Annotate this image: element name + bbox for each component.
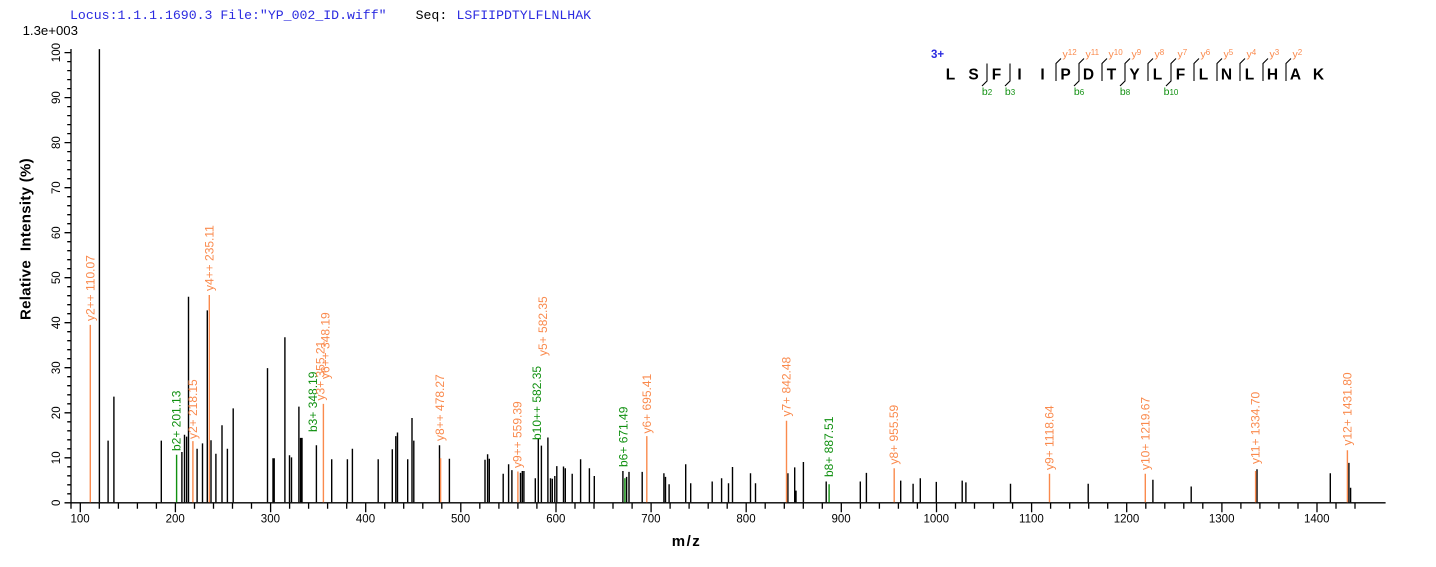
svg-text:y9: y9 [1132, 48, 1142, 61]
svg-text:m/z: m/z [672, 533, 702, 550]
svg-text:500: 500 [451, 514, 470, 526]
svg-text:y7: y7 [1178, 48, 1188, 61]
svg-text:y9+ 1118.64: y9+ 1118.64 [1043, 405, 1057, 470]
svg-text:1300: 1300 [1209, 514, 1235, 526]
svg-text:80: 80 [51, 136, 63, 149]
svg-text:40: 40 [51, 316, 63, 329]
svg-text:L: L [1245, 67, 1254, 84]
svg-text:90: 90 [51, 91, 63, 104]
svg-text:T: T [1107, 67, 1117, 84]
svg-text:20: 20 [51, 406, 63, 419]
svg-text:F: F [992, 67, 1001, 84]
svg-text:L: L [946, 67, 955, 84]
svg-text:b10: b10 [1164, 86, 1179, 98]
svg-text:Relative Intensity (%): Relative Intensity (%) [18, 158, 35, 320]
svg-text:N: N [1221, 67, 1232, 84]
svg-text:800: 800 [736, 514, 755, 526]
svg-text:A: A [1290, 67, 1301, 84]
svg-text:300: 300 [261, 514, 280, 526]
svg-text:y11+ 1334.70: y11+ 1334.70 [1249, 391, 1263, 464]
svg-text:b10++ 582.35: b10++ 582.35 [530, 366, 544, 440]
svg-text:100: 100 [51, 43, 63, 62]
svg-text:100: 100 [71, 514, 90, 526]
svg-text:S: S [968, 67, 978, 84]
svg-text:y2: y2 [1293, 48, 1303, 61]
svg-text:y4++ 235.11: y4++ 235.11 [202, 225, 216, 291]
svg-text:30: 30 [51, 361, 63, 374]
svg-text:b6+ 671.49: b6+ 671.49 [617, 406, 631, 467]
svg-text:y2+ 218.15: y2+ 218.15 [186, 379, 200, 439]
svg-text:y6++ 348.19: y6++ 348.19 [319, 312, 333, 379]
svg-text:I: I [1040, 67, 1044, 84]
svg-text:L: L [1199, 67, 1208, 84]
svg-text:b3+ 348.19: b3+ 348.19 [306, 371, 320, 432]
svg-text:P: P [1060, 67, 1070, 84]
svg-text:y12+ 1431.80: y12+ 1431.80 [1340, 372, 1354, 445]
svg-text:1200: 1200 [1114, 514, 1140, 526]
svg-text:y3+ 355.21: y3+ 355.21 [313, 340, 327, 400]
svg-text:700: 700 [641, 514, 660, 526]
svg-text:y4: y4 [1247, 48, 1257, 61]
svg-text:1400: 1400 [1304, 514, 1330, 526]
svg-text:10: 10 [51, 451, 63, 464]
svg-text:K: K [1313, 67, 1325, 84]
svg-text:L: L [1153, 67, 1162, 84]
svg-text:1100: 1100 [1019, 514, 1044, 526]
svg-text:y8+ 955.59: y8+ 955.59 [887, 404, 901, 464]
svg-text:LSFIIPDTYLFLNLHAK: LSFIIPDTYLFLNLHAK [457, 8, 592, 23]
svg-text:3+: 3+ [931, 49, 944, 61]
svg-text:400: 400 [356, 514, 375, 526]
svg-text:y7+ 842.48: y7+ 842.48 [780, 356, 794, 416]
svg-text:y8++ 478.27: y8++ 478.27 [433, 374, 447, 441]
svg-text:0: 0 [51, 500, 63, 506]
svg-text:y10+ 1219.67: y10+ 1219.67 [1138, 397, 1152, 470]
svg-text:y2++ 110.07: y2++ 110.07 [83, 255, 97, 321]
svg-text:y6: y6 [1201, 48, 1211, 61]
svg-text:H: H [1267, 67, 1278, 84]
svg-text:b2+ 201.13: b2+ 201.13 [170, 390, 184, 451]
svg-text:y8: y8 [1155, 48, 1165, 61]
svg-text:200: 200 [166, 514, 185, 526]
svg-text:b2: b2 [982, 86, 993, 98]
svg-text:b3: b3 [1005, 86, 1016, 98]
svg-text:600: 600 [546, 514, 565, 526]
svg-text:y5: y5 [1224, 48, 1234, 61]
svg-text:D: D [1083, 67, 1094, 84]
svg-text:1.3e+003: 1.3e+003 [23, 23, 78, 38]
svg-text:1000: 1000 [924, 514, 950, 526]
svg-text:Locus:1.1.1.1690.3 File:"YP_00: Locus:1.1.1.1690.3 File:"YP_002_ID.wiff" [70, 8, 387, 23]
svg-text:I: I [1017, 67, 1021, 84]
svg-text:60: 60 [51, 226, 63, 239]
svg-text:Seq:: Seq: [416, 8, 448, 23]
svg-text:F: F [1176, 67, 1185, 84]
svg-text:50: 50 [51, 271, 63, 284]
svg-text:70: 70 [51, 181, 63, 194]
svg-text:b6: b6 [1074, 86, 1085, 98]
svg-text:900: 900 [832, 514, 851, 526]
svg-text:y9++ 559.39: y9++ 559.39 [511, 401, 525, 468]
svg-text:b8: b8 [1120, 86, 1131, 98]
svg-text:Y: Y [1129, 67, 1140, 84]
svg-text:y3: y3 [1270, 48, 1280, 61]
svg-text:y6+ 695.41: y6+ 695.41 [640, 373, 654, 433]
svg-text:b8+ 887.51: b8+ 887.51 [822, 416, 836, 477]
svg-text:y5+ 582.35: y5+ 582.35 [536, 296, 550, 356]
